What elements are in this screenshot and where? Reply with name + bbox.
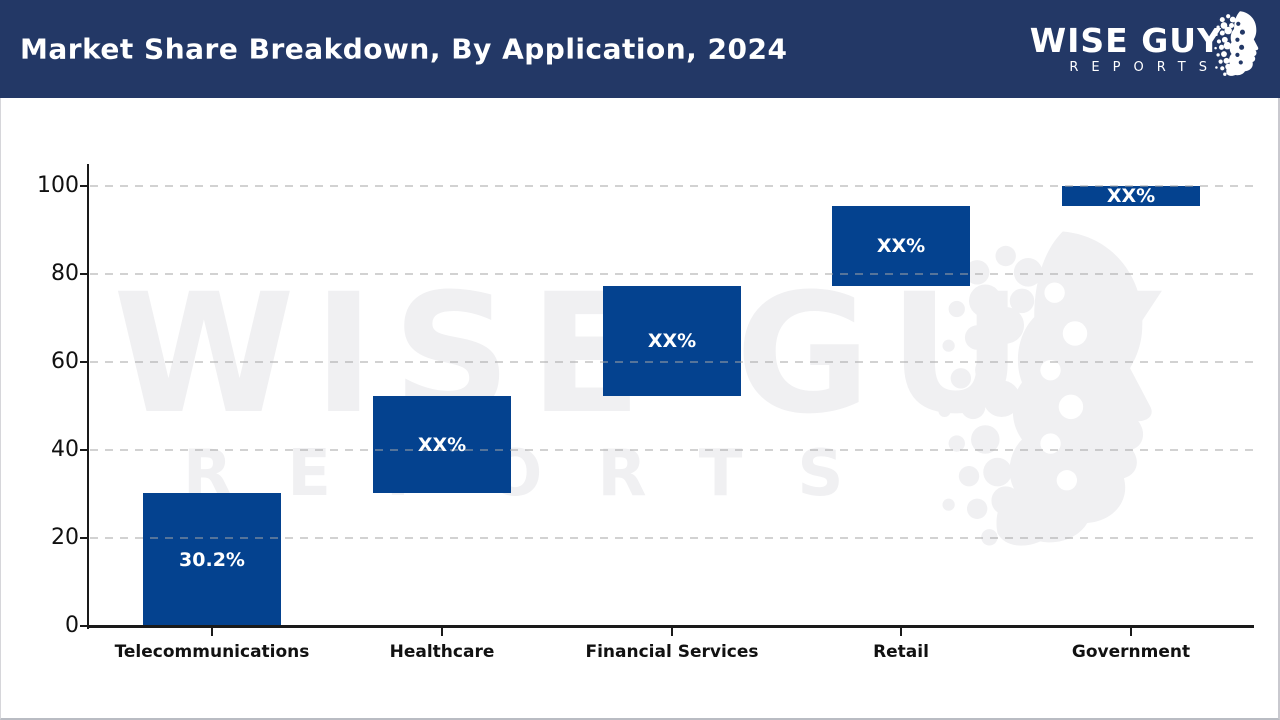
logo-subtext: REPORTS xyxy=(1069,60,1220,75)
bar-retail xyxy=(832,206,970,287)
y-axis-tick xyxy=(80,185,89,188)
x-axis-category-label: Financial Services xyxy=(585,642,759,662)
x-axis-tick xyxy=(441,627,443,636)
bar-healthcare xyxy=(373,396,511,494)
plot-area: 30.2% XX% XX% XX% XX% 0 20 40 60 80 100 Telecommuni… xyxy=(1,98,1278,718)
bar-telecommunications xyxy=(143,493,281,626)
y-axis-tick xyxy=(80,273,89,276)
y-axis-tick-label: 100 xyxy=(37,173,79,199)
bar-government xyxy=(1062,186,1200,207)
bar-financial-services xyxy=(603,286,741,397)
y-axis-tick xyxy=(80,537,89,540)
x-axis-tick xyxy=(211,627,213,636)
x-axis-category-label: Government xyxy=(1071,642,1191,662)
bar-value-label: XX% xyxy=(647,330,697,353)
y-axis-tick-label: 0 xyxy=(65,613,79,638)
y-axis-tick xyxy=(80,449,89,452)
y-axis-tick-label: 40 xyxy=(51,437,79,463)
y-axis-tick xyxy=(80,625,89,627)
y-axis-spine xyxy=(87,164,89,629)
x-axis-category-label: Telecommunications xyxy=(114,642,310,662)
wiseguy-logo: WISE GUY REPORTS xyxy=(1030,6,1266,92)
bar-value-label: XX% xyxy=(417,433,467,456)
watermark-subtext: REPORTS xyxy=(183,437,899,511)
y-axis-tick-label: 80 xyxy=(51,261,79,287)
page-title: Market Share Breakdown, By Application, … xyxy=(20,32,788,66)
x-axis-spine xyxy=(87,625,1254,628)
x-axis-category-label: Retail xyxy=(873,642,929,662)
logo-wordmark: WISE GUY xyxy=(1029,21,1222,60)
x-axis-tick xyxy=(900,627,902,636)
x-axis-category-label: Healthcare xyxy=(389,642,495,662)
gridline-100 xyxy=(90,185,1254,188)
chart-canvas: WISE GUY REPORTS 30.2% XX% XX% XX% XX% 0 20 40 6… xyxy=(0,98,1280,720)
x-axis-tick xyxy=(671,627,673,636)
logo-text: WISE GUY REPORTS xyxy=(1029,21,1222,76)
y-axis-tick xyxy=(80,361,89,364)
gridline-60 xyxy=(90,361,1254,364)
header: Market Share Breakdown, By Application, … xyxy=(0,0,1280,98)
y-axis-tick-label: 60 xyxy=(51,349,79,375)
gridline-40 xyxy=(90,449,1254,452)
bar-value-label: 30.2% xyxy=(179,548,245,571)
gridline-20 xyxy=(90,537,1254,540)
bar-value-label: XX% xyxy=(876,235,926,258)
y-axis-tick-label: 20 xyxy=(51,525,79,551)
x-axis-tick xyxy=(1130,627,1132,636)
bar-value-label: XX% xyxy=(1106,185,1156,208)
gridline-80 xyxy=(90,273,1254,276)
